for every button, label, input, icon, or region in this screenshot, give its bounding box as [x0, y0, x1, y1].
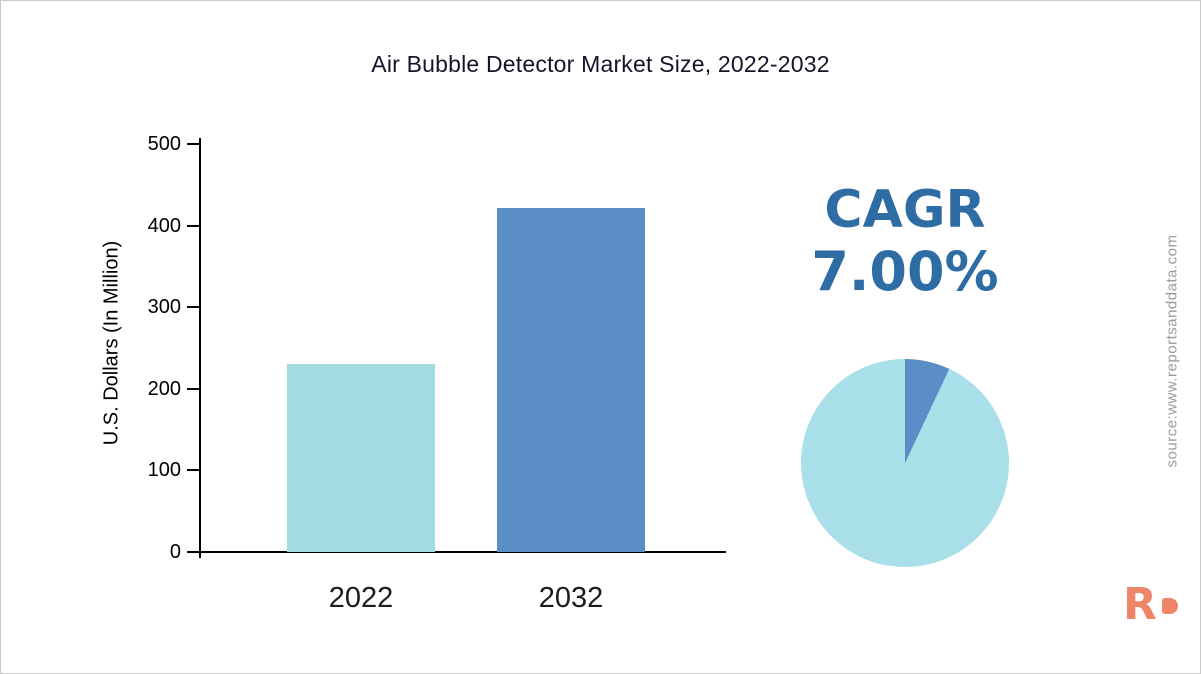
cagr-label: CAGR — [824, 180, 986, 240]
chart-title: Air Bubble Detector Market Size, 2022-20… — [371, 51, 830, 77]
y-tick-label: 500 — [147, 133, 181, 155]
logo-dot-icon — [1161, 598, 1178, 614]
y-tick-mark — [187, 551, 200, 553]
x-category-label: 2032 — [538, 582, 604, 614]
y-tick-label: 0 — [169, 541, 181, 563]
pie-chart — [801, 359, 1009, 567]
brand-logo: R — [1123, 579, 1178, 630]
cagr-value: 7.00% — [811, 240, 999, 303]
x-axis — [199, 551, 726, 553]
y-tick-label: 200 — [147, 377, 181, 400]
y-tick-label: 100 — [147, 459, 181, 482]
y-tick-mark — [187, 143, 200, 145]
y-tick-mark — [187, 469, 200, 472]
y-axis — [199, 138, 201, 558]
y-tick-mark — [187, 224, 200, 227]
y-tick-mark — [187, 306, 200, 309]
cagr-block: CAGR 7.00% — [796, 179, 1014, 303]
y-tick-mark — [187, 387, 200, 390]
bar-plot: 0 100 200 300 400 500 2022 2032 — [148, 133, 726, 614]
logo-letter: R — [1123, 579, 1157, 630]
y-axis-label: U.S. Dollars (In Million) — [100, 240, 123, 446]
bar-2032 — [497, 207, 645, 552]
source-watermark: source:www.reportsanddata.com — [1163, 234, 1181, 468]
bar-2022 — [287, 364, 435, 552]
y-tick-label: 400 — [147, 214, 181, 237]
x-category-label: 2022 — [328, 582, 394, 614]
y-tick-label: 300 — [147, 296, 181, 319]
